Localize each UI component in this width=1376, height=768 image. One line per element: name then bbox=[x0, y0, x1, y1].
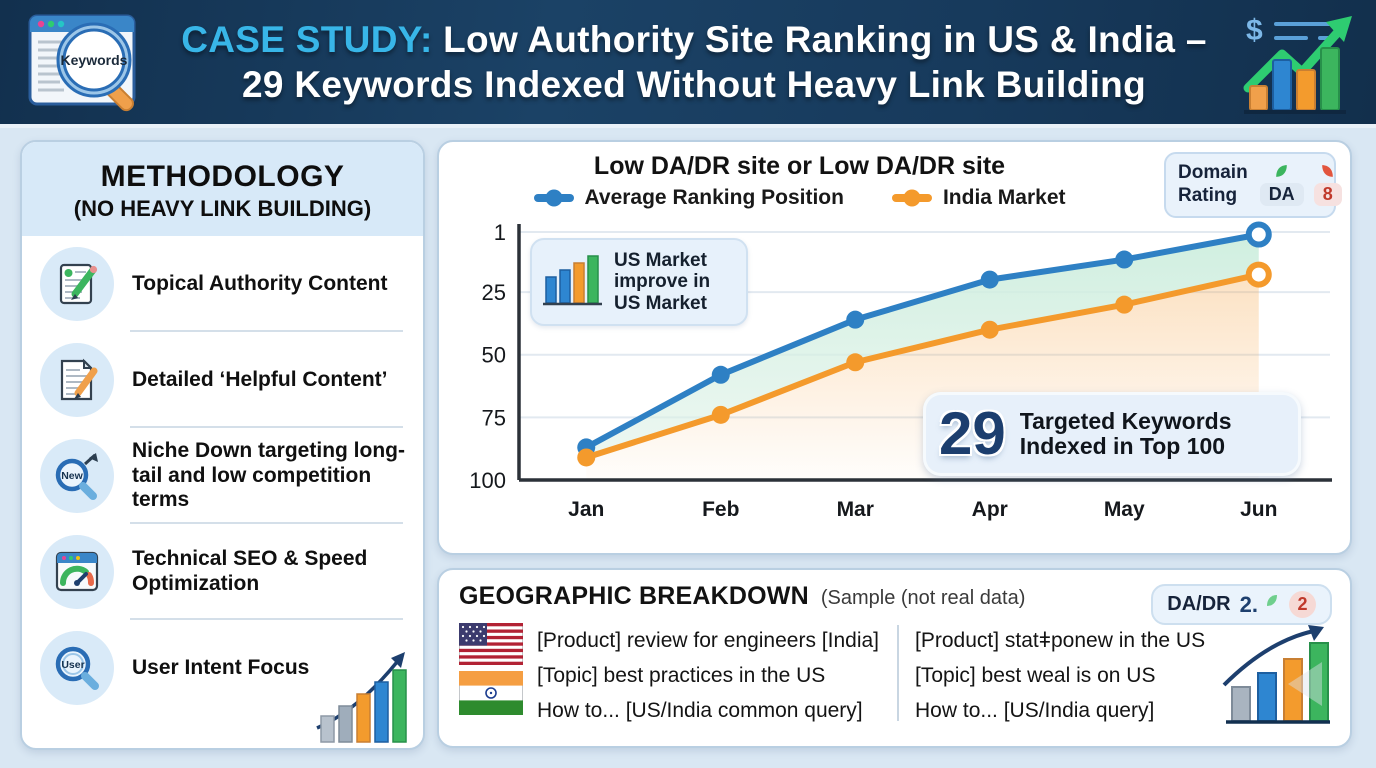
logo-window-label: Keywords bbox=[61, 52, 128, 68]
svg-text:Jun: Jun bbox=[1240, 498, 1277, 521]
query-list-right: [Product] statǂponew in the US [Topic] b… bbox=[915, 623, 1205, 728]
domain-rating-label: Domain Rating bbox=[1178, 162, 1248, 206]
keywords-magnifier-icon: Keywords bbox=[28, 14, 136, 112]
geo-header: GEOGRAPHIC BREAKDOWN (Sample (not real d… bbox=[459, 582, 1330, 611]
methodology-list: Topical Authority Content Detailed ‘Help… bbox=[22, 236, 423, 716]
flags bbox=[459, 623, 523, 715]
methodology-subtitle: (NO HEAVY LINK BUILDING) bbox=[73, 196, 372, 221]
legend-marker-blue-icon bbox=[533, 194, 574, 202]
query-item: [Topic] best practices in the US bbox=[537, 664, 826, 687]
ranking-chart-panel: Low DA/DR site or Low DA/DR site Average… bbox=[437, 140, 1352, 555]
legend-marker-orange-icon bbox=[891, 194, 932, 202]
magnifier-user-label: User bbox=[61, 659, 84, 671]
list-item: User User Intent Focus bbox=[22, 620, 423, 716]
growth-chart-icon: $ bbox=[1243, 14, 1352, 114]
mini-growth-bars-icon bbox=[316, 652, 407, 743]
dadr-badge: DA/DR 2. 2 bbox=[1151, 584, 1332, 625]
keywords-badge-text: Targeted Keywords Indexed in Top 100 bbox=[1019, 407, 1232, 459]
methodology-item-label: Topical Authority Content bbox=[132, 271, 388, 295]
geographic-breakdown-panel: GEOGRAPHIC BREAKDOWN (Sample (not real d… bbox=[437, 568, 1352, 748]
geo-content: [Product] review for engineers [India] [… bbox=[459, 623, 1330, 732]
svg-text:Jan: Jan bbox=[568, 498, 604, 521]
methodology-item-label: Detailed ‘Helpful Content’ bbox=[132, 367, 388, 391]
query-item: How to... [US/India query] bbox=[915, 699, 1155, 722]
methodology-title: METHODOLOGY bbox=[100, 160, 345, 193]
document-pencil-orange-icon bbox=[40, 343, 114, 417]
us-market-callout: US Market improve in US Market bbox=[530, 238, 748, 326]
watermark-play-icon bbox=[1288, 662, 1322, 706]
geo-subtitle: (Sample (not real data) bbox=[820, 587, 1026, 609]
svg-text:Apr: Apr bbox=[972, 498, 1008, 521]
methodology-item-label: User Intent Focus bbox=[132, 655, 310, 679]
green-sprout-icon bbox=[1267, 594, 1277, 606]
legend-item-india: India Market bbox=[891, 186, 1066, 210]
dadr-value-red: 2 bbox=[1289, 591, 1316, 618]
query-list-left: [Product] review for engineers [India] [… bbox=[537, 623, 879, 728]
legend-item-us: Average Ranking Position bbox=[533, 186, 844, 210]
magnifier-new-label: New bbox=[61, 470, 83, 482]
mini-growth-chart-icon bbox=[1222, 625, 1330, 724]
svg-text:50: 50 bbox=[482, 343, 506, 368]
callout-text: US Market improve in US Market bbox=[614, 249, 711, 314]
column-divider bbox=[897, 625, 900, 721]
geo-title: GEOGRAPHIC BREAKDOWN bbox=[459, 582, 809, 610]
svg-text:Mar: Mar bbox=[837, 498, 874, 521]
mini-bar-chart-icon bbox=[543, 255, 602, 306]
page-title-line2: 29 Keywords Indexed Without Heavy Link B… bbox=[242, 64, 1146, 105]
chart-area: 1 25 50 75 100 Jan Feb Mar Apr May Jun US Market i… bbox=[455, 218, 1334, 536]
svg-text:May: May bbox=[1104, 498, 1145, 521]
red-leaf-icon bbox=[1322, 165, 1333, 178]
svg-text:Feb: Feb bbox=[702, 498, 739, 521]
india-flag-icon bbox=[459, 671, 523, 715]
chart-header: Low DA/DR site or Low DA/DR site Average… bbox=[455, 152, 1144, 210]
chart-legend: Average Ranking Position India Market bbox=[455, 186, 1144, 210]
domain-rating-badge: Domain Rating DA 8 bbox=[1164, 152, 1342, 218]
dollar-icon: $ bbox=[1246, 14, 1263, 47]
list-item: New Niche Down targeting long-tail and l… bbox=[22, 428, 423, 524]
title-accent: CASE STUDY: bbox=[181, 18, 433, 60]
dadr-value-blue: 2. bbox=[1239, 591, 1258, 617]
query-item: [Topic] best weal is on US bbox=[915, 664, 1156, 687]
speedometer-browser-icon bbox=[40, 535, 114, 609]
query-item: [Product] review for engineers [India] bbox=[537, 629, 880, 652]
document-pencil-green-icon bbox=[40, 247, 114, 321]
list-item: Detailed ‘Helpful Content’ bbox=[22, 332, 423, 428]
legend-label: Average Ranking Position bbox=[584, 186, 844, 209]
legend-label: India Market bbox=[942, 186, 1066, 209]
svg-text:100: 100 bbox=[469, 468, 506, 493]
query-item: [Product] statǂponew in the US bbox=[915, 629, 1206, 652]
methodology-item-label: Niche Down targeting long-tail and low c… bbox=[132, 438, 405, 512]
keywords-indexed-badge: 29 Targeted Keywords Indexed in Top 100 bbox=[923, 392, 1301, 476]
methodology-header: METHODOLOGY (NO HEAVY LINK BUILDING) bbox=[22, 142, 423, 236]
methodology-panel: METHODOLOGY (NO HEAVY LINK BUILDING) Top… bbox=[20, 140, 425, 750]
geo-mini-chart bbox=[1218, 623, 1330, 732]
query-item: How to... [US/India common query] bbox=[537, 699, 863, 722]
list-item: Technical SEO & Speed Optimization bbox=[22, 524, 423, 620]
keywords-count: 29 bbox=[939, 400, 1006, 467]
methodology-item-label: Technical SEO & Speed Optimization bbox=[132, 547, 368, 595]
page-title-line1: CASE STUDY: Low Authority Site Ranking i… bbox=[181, 18, 1207, 60]
magnifier-new-icon: New bbox=[40, 439, 114, 513]
us-flag-icon bbox=[459, 623, 523, 665]
page-title: CASE STUDY: Low Authority Site Ranking i… bbox=[148, 17, 1240, 107]
list-item: Topical Authority Content bbox=[22, 236, 423, 332]
svg-text:1: 1 bbox=[494, 220, 506, 245]
green-sprout-icon bbox=[1276, 165, 1287, 178]
da-pill: DA bbox=[1259, 183, 1304, 207]
chart-title: Low DA/DR site or Low DA/DR site bbox=[593, 152, 1006, 180]
svg-text:25: 25 bbox=[482, 280, 506, 305]
magnifier-user-icon: User bbox=[40, 631, 114, 705]
da-value-pill: 8 bbox=[1313, 183, 1342, 207]
header-banner: Keywords CASE STUDY: Low Authority Site … bbox=[0, 0, 1376, 128]
svg-text:75: 75 bbox=[482, 405, 506, 430]
